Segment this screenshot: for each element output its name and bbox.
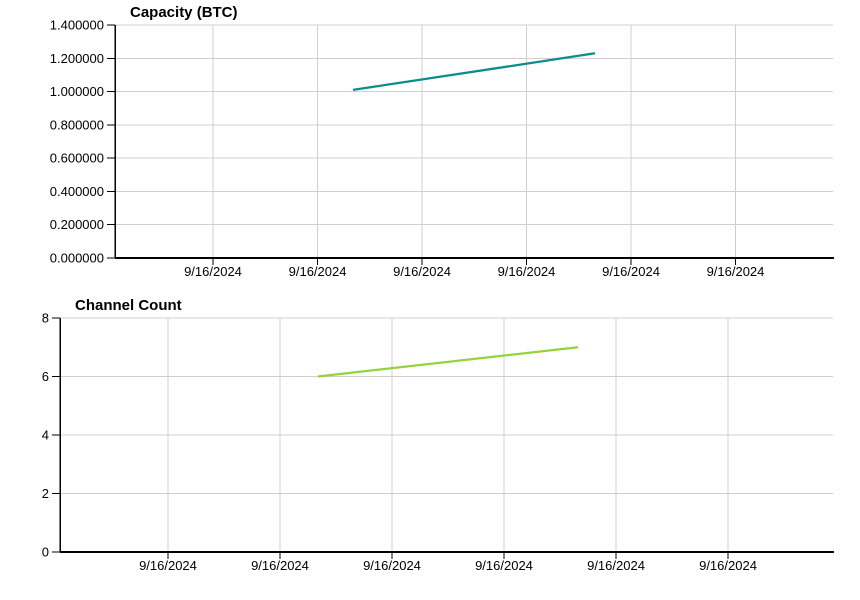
x-tick-label: 9/16/2024 bbox=[139, 558, 197, 573]
channel-count-plot: 8 6 4 2 0 9/16/2024 9/16/2024 9/16/2024 9/16/202… bbox=[42, 311, 834, 573]
x-tick-label: 9/16/2024 bbox=[707, 264, 765, 279]
x-tick-label: 9/16/2024 bbox=[251, 558, 309, 573]
x-tick-label: 9/16/2024 bbox=[393, 264, 451, 279]
y-tick-label: 6 bbox=[42, 369, 49, 384]
channel-count-chart-title: Channel Count bbox=[75, 297, 182, 314]
capacity-btc-series-line bbox=[352, 52, 596, 92]
channel-count-series-line bbox=[317, 346, 579, 378]
y-tick-label: 1.200000 bbox=[50, 51, 104, 66]
y-tick-label: 0.000000 bbox=[50, 251, 104, 266]
x-tick-label: 9/16/2024 bbox=[363, 558, 421, 573]
y-tick-label: 0.400000 bbox=[50, 184, 104, 199]
x-tick-label: 9/16/2024 bbox=[289, 264, 347, 279]
x-tick-label: 9/16/2024 bbox=[699, 558, 757, 573]
y-tick-label: 4 bbox=[42, 428, 49, 443]
y-tick-label: 1.400000 bbox=[50, 18, 104, 33]
y-tick-label: 2 bbox=[42, 486, 49, 501]
x-tick-label: 9/16/2024 bbox=[587, 558, 645, 573]
y-tick-label: 0 bbox=[42, 545, 49, 560]
x-tick-label: 9/16/2024 bbox=[184, 264, 242, 279]
y-tick-label: 0.200000 bbox=[50, 217, 104, 232]
y-tick-label: 0.800000 bbox=[50, 117, 104, 132]
x-tick-label: 9/16/2024 bbox=[498, 264, 556, 279]
y-tick-label: 1.000000 bbox=[50, 84, 104, 99]
capacity-chart-title: Capacity (BTC) bbox=[130, 4, 238, 21]
x-tick-label: 9/16/2024 bbox=[602, 264, 660, 279]
y-tick-label: 8 bbox=[42, 311, 49, 326]
x-tick-label: 9/16/2024 bbox=[475, 558, 533, 573]
capacity-btc-plot: 1.400000 1.200000 1.000000 0.800000 0.600000… bbox=[50, 18, 834, 279]
y-tick-label: 0.600000 bbox=[50, 151, 104, 166]
